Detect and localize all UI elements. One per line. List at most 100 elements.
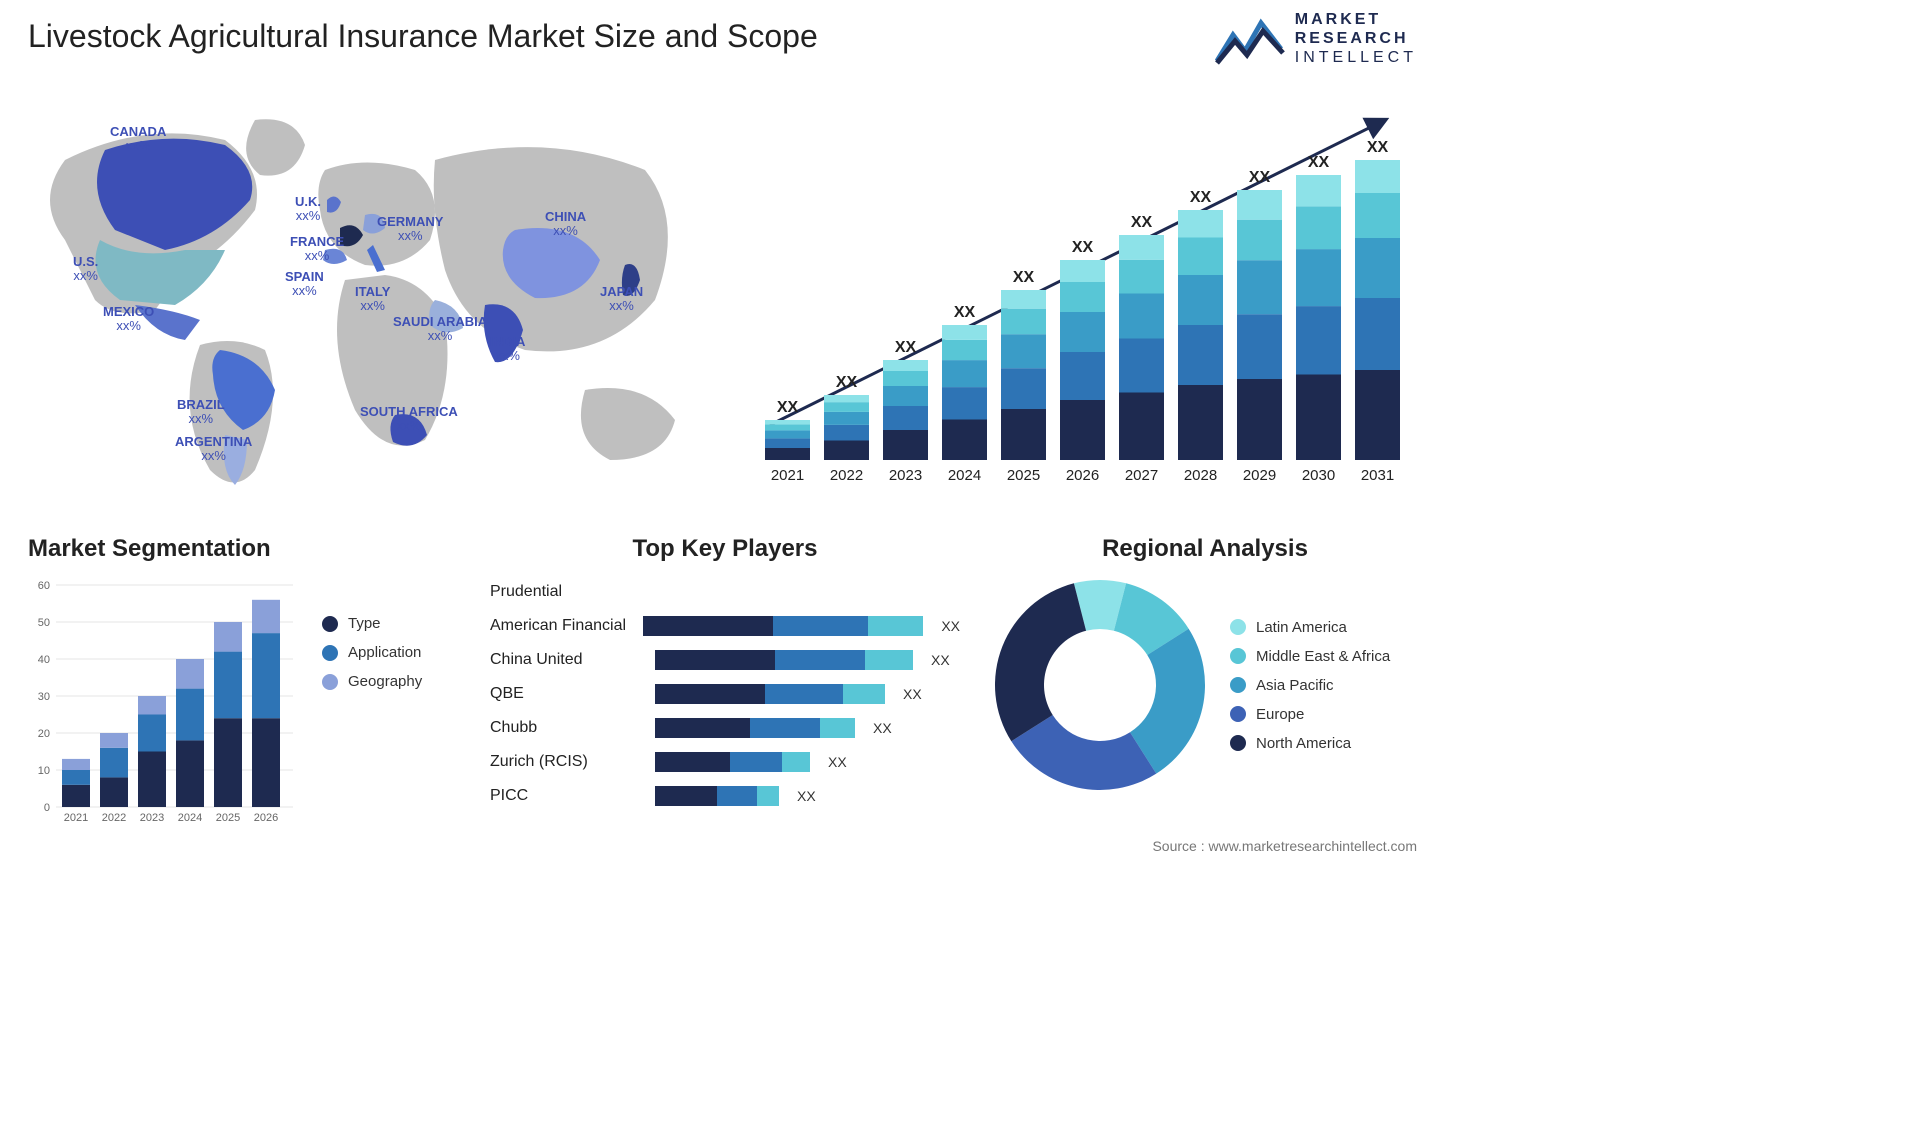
growth-bar-seg bbox=[765, 430, 810, 438]
seg-ytick: 60 bbox=[38, 580, 50, 592]
growth-bar-label: XX bbox=[1190, 189, 1212, 206]
players-section: Top Key Players PrudentialAmerican Finan… bbox=[490, 535, 960, 813]
growth-bar-seg bbox=[883, 360, 928, 371]
growth-year-label: 2024 bbox=[948, 467, 981, 484]
growth-bar-seg bbox=[942, 325, 987, 340]
player-bar-seg bbox=[750, 718, 820, 738]
logo-line3: INTELLECT bbox=[1295, 48, 1417, 67]
seg-year-label: 2021 bbox=[64, 812, 88, 824]
growth-bar-seg bbox=[1060, 312, 1105, 352]
seg-bar-seg bbox=[62, 759, 90, 770]
growth-year-label: 2029 bbox=[1243, 467, 1276, 484]
growth-bar-seg bbox=[765, 448, 810, 460]
player-value: XX bbox=[931, 652, 950, 668]
growth-bar-seg bbox=[1355, 193, 1400, 238]
player-name: Prudential bbox=[490, 583, 645, 601]
seg-legend-item: Type bbox=[322, 615, 422, 632]
growth-year-label: 2027 bbox=[1125, 467, 1158, 484]
player-row: China United XX bbox=[490, 643, 960, 677]
growth-bar-seg bbox=[824, 395, 869, 402]
player-name: Chubb bbox=[490, 719, 645, 737]
growth-year-label: 2021 bbox=[771, 467, 804, 484]
player-bar bbox=[655, 718, 855, 738]
player-name: China United bbox=[490, 651, 645, 669]
growth-bar-seg bbox=[1060, 400, 1105, 460]
seg-bar-seg bbox=[176, 740, 204, 807]
growth-year-label: 2030 bbox=[1302, 467, 1335, 484]
logo-line1: MARKET bbox=[1295, 10, 1417, 29]
seg-legend-item: Geography bbox=[322, 673, 422, 690]
map-label-france: FRANCExx% bbox=[290, 235, 344, 264]
player-bar bbox=[643, 616, 923, 636]
map-label-u-k-: U.K.xx% bbox=[295, 195, 321, 224]
map-label-china: CHINAxx% bbox=[545, 210, 586, 239]
growth-bar-label: XX bbox=[836, 374, 858, 391]
growth-bar-seg bbox=[1296, 306, 1341, 374]
growth-bar-seg bbox=[883, 430, 928, 460]
seg-bar-seg bbox=[100, 733, 128, 748]
seg-bar-seg bbox=[176, 659, 204, 689]
seg-bar-seg bbox=[252, 718, 280, 807]
growth-bar-seg bbox=[942, 340, 987, 360]
growth-bar-seg bbox=[1119, 260, 1164, 294]
seg-legend-label: Application bbox=[348, 644, 421, 661]
growth-bar-seg bbox=[1237, 220, 1282, 261]
player-bar bbox=[655, 752, 810, 772]
seg-year-label: 2024 bbox=[178, 812, 202, 824]
growth-bar-seg bbox=[1178, 210, 1223, 238]
player-row: QBEXX bbox=[490, 677, 960, 711]
seg-ytick: 0 bbox=[44, 802, 50, 814]
growth-chart: XX2021XX2022XX2023XX2024XX2025XX2026XX20… bbox=[757, 100, 1417, 500]
player-bar-seg bbox=[730, 752, 782, 772]
player-bar-seg bbox=[773, 616, 868, 636]
seg-bar-seg bbox=[100, 777, 128, 807]
growth-year-label: 2022 bbox=[830, 467, 863, 484]
seg-bar-seg bbox=[100, 748, 128, 778]
brand-logo: MARKET RESEARCH INTELLECT bbox=[1215, 10, 1417, 68]
seg-ytick: 10 bbox=[38, 765, 50, 777]
growth-bar-seg bbox=[883, 371, 928, 386]
seg-bar-seg bbox=[252, 633, 280, 718]
player-name: Zurich (RCIS) bbox=[490, 753, 645, 771]
growth-bar-seg bbox=[765, 424, 810, 430]
source-attribution: Source : www.marketresearchintellect.com bbox=[1152, 838, 1417, 854]
map-label-u-s-: U.S.xx% bbox=[73, 255, 98, 284]
player-bar bbox=[655, 650, 913, 670]
growth-bar-seg bbox=[1119, 235, 1164, 260]
growth-bar-seg bbox=[1296, 375, 1341, 461]
swatch-icon bbox=[322, 674, 338, 690]
growth-bar-seg bbox=[1178, 385, 1223, 460]
growth-bar-seg bbox=[1119, 339, 1164, 393]
player-bar-seg bbox=[643, 616, 773, 636]
player-name: QBE bbox=[490, 685, 645, 703]
regions-section: Regional Analysis Latin AmericaMiddle Ea… bbox=[990, 535, 1420, 795]
map-label-spain: SPAINxx% bbox=[285, 270, 324, 299]
growth-bar-seg bbox=[883, 406, 928, 430]
player-bar-seg bbox=[655, 650, 775, 670]
player-value: XX bbox=[873, 720, 892, 736]
growth-bar-seg bbox=[1296, 206, 1341, 249]
growth-bar-label: XX bbox=[1367, 139, 1389, 156]
growth-bar-label: XX bbox=[1131, 214, 1153, 231]
growth-bar-seg bbox=[1119, 393, 1164, 461]
seg-year-label: 2023 bbox=[140, 812, 164, 824]
growth-bar-seg bbox=[1296, 249, 1341, 306]
swatch-icon bbox=[1230, 706, 1246, 722]
swatch-icon bbox=[1230, 648, 1246, 664]
region-legend-item: Latin America bbox=[1230, 619, 1390, 636]
growth-bar-seg bbox=[1178, 275, 1223, 325]
growth-bar-label: XX bbox=[1308, 154, 1330, 171]
seg-bar-seg bbox=[214, 718, 242, 807]
swatch-icon bbox=[322, 616, 338, 632]
growth-bar-seg bbox=[1178, 238, 1223, 276]
growth-bar-seg bbox=[1355, 238, 1400, 298]
growth-bar-seg bbox=[1001, 290, 1046, 309]
growth-bar-seg bbox=[883, 386, 928, 406]
growth-bar-label: XX bbox=[895, 339, 917, 356]
growth-bar-seg bbox=[1237, 379, 1282, 460]
seg-legend-item: Application bbox=[322, 644, 422, 661]
map-label-italy: ITALYxx% bbox=[355, 285, 390, 314]
player-value: XX bbox=[797, 788, 816, 804]
growth-bar-seg bbox=[1001, 309, 1046, 335]
player-bar-seg bbox=[655, 718, 750, 738]
